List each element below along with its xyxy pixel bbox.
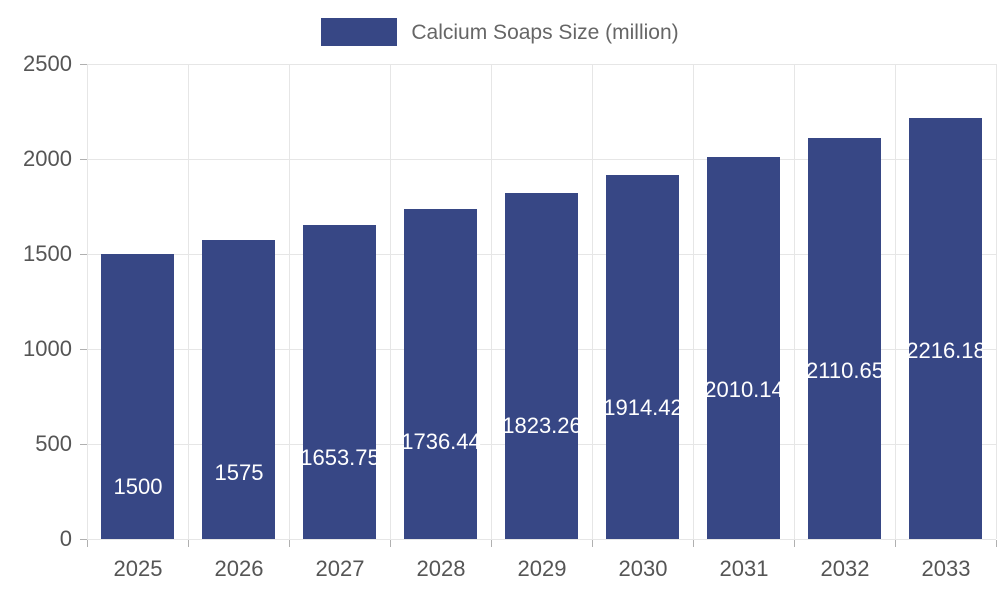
y-tick-mark [80,64,87,65]
legend-item-calcium-soaps-size[interactable]: Calcium Soaps Size (million) [321,18,679,46]
x-tick-mark [592,540,593,547]
x-tick-mark [491,540,492,547]
x-tick-mark [794,540,795,547]
x-tick-label: 2030 [618,556,668,581]
x-tick-label: 2031 [719,556,769,581]
y-tick-label: 1000 [23,336,72,361]
x-tick-label: 2027 [315,556,365,581]
x-tick-label: 2032 [820,556,870,581]
legend-swatch-icon [321,18,398,46]
x-tick-label: 2026 [214,556,264,581]
y-tick-label: 2500 [23,51,72,76]
bar[interactable] [505,193,578,539]
gridline-vertical [87,64,88,539]
x-tick-mark [188,540,189,547]
bar[interactable] [707,157,780,539]
y-tick-mark [80,539,87,540]
bar[interactable] [909,118,982,539]
legend-item-label: Calcium Soaps Size (million) [411,20,679,44]
y-tick-label: 1500 [23,241,72,266]
bar[interactable] [303,225,376,539]
x-tick-label: 2028 [416,556,466,581]
gridline-vertical [289,64,290,539]
gridline-vertical [693,64,694,539]
bar[interactable] [404,209,477,539]
gridline-vertical [390,64,391,539]
y-tick-mark [80,254,87,255]
gridline-horizontal [87,539,996,540]
x-tick-label: 2025 [113,556,163,581]
gridline-vertical [188,64,189,539]
gridline-vertical [794,64,795,539]
y-tick-mark [80,444,87,445]
x-tick-mark [996,540,997,547]
bar[interactable] [808,138,881,539]
chart-legend: Calcium Soaps Size (million) [0,12,1000,52]
bar[interactable] [202,240,275,539]
x-tick-label: 2033 [921,556,971,581]
x-tick-mark [390,540,391,547]
gridline-vertical [592,64,593,539]
x-tick-mark [289,540,290,547]
plot-area [87,64,997,540]
x-tick-mark [87,540,88,547]
x-tick-mark [895,540,896,547]
gridline-vertical [996,64,997,539]
x-tick-mark [693,540,694,547]
bar[interactable] [101,254,174,539]
y-tick-mark [80,349,87,350]
y-tick-mark [80,159,87,160]
gridline-vertical [895,64,896,539]
x-tick-label: 2029 [517,556,567,581]
y-tick-label: 2000 [23,146,72,171]
y-tick-label: 500 [35,431,72,456]
y-tick-label: 0 [59,526,72,551]
gridline-horizontal [87,64,996,65]
bar[interactable] [606,175,679,539]
gridline-vertical [491,64,492,539]
gridline-horizontal [87,159,996,160]
